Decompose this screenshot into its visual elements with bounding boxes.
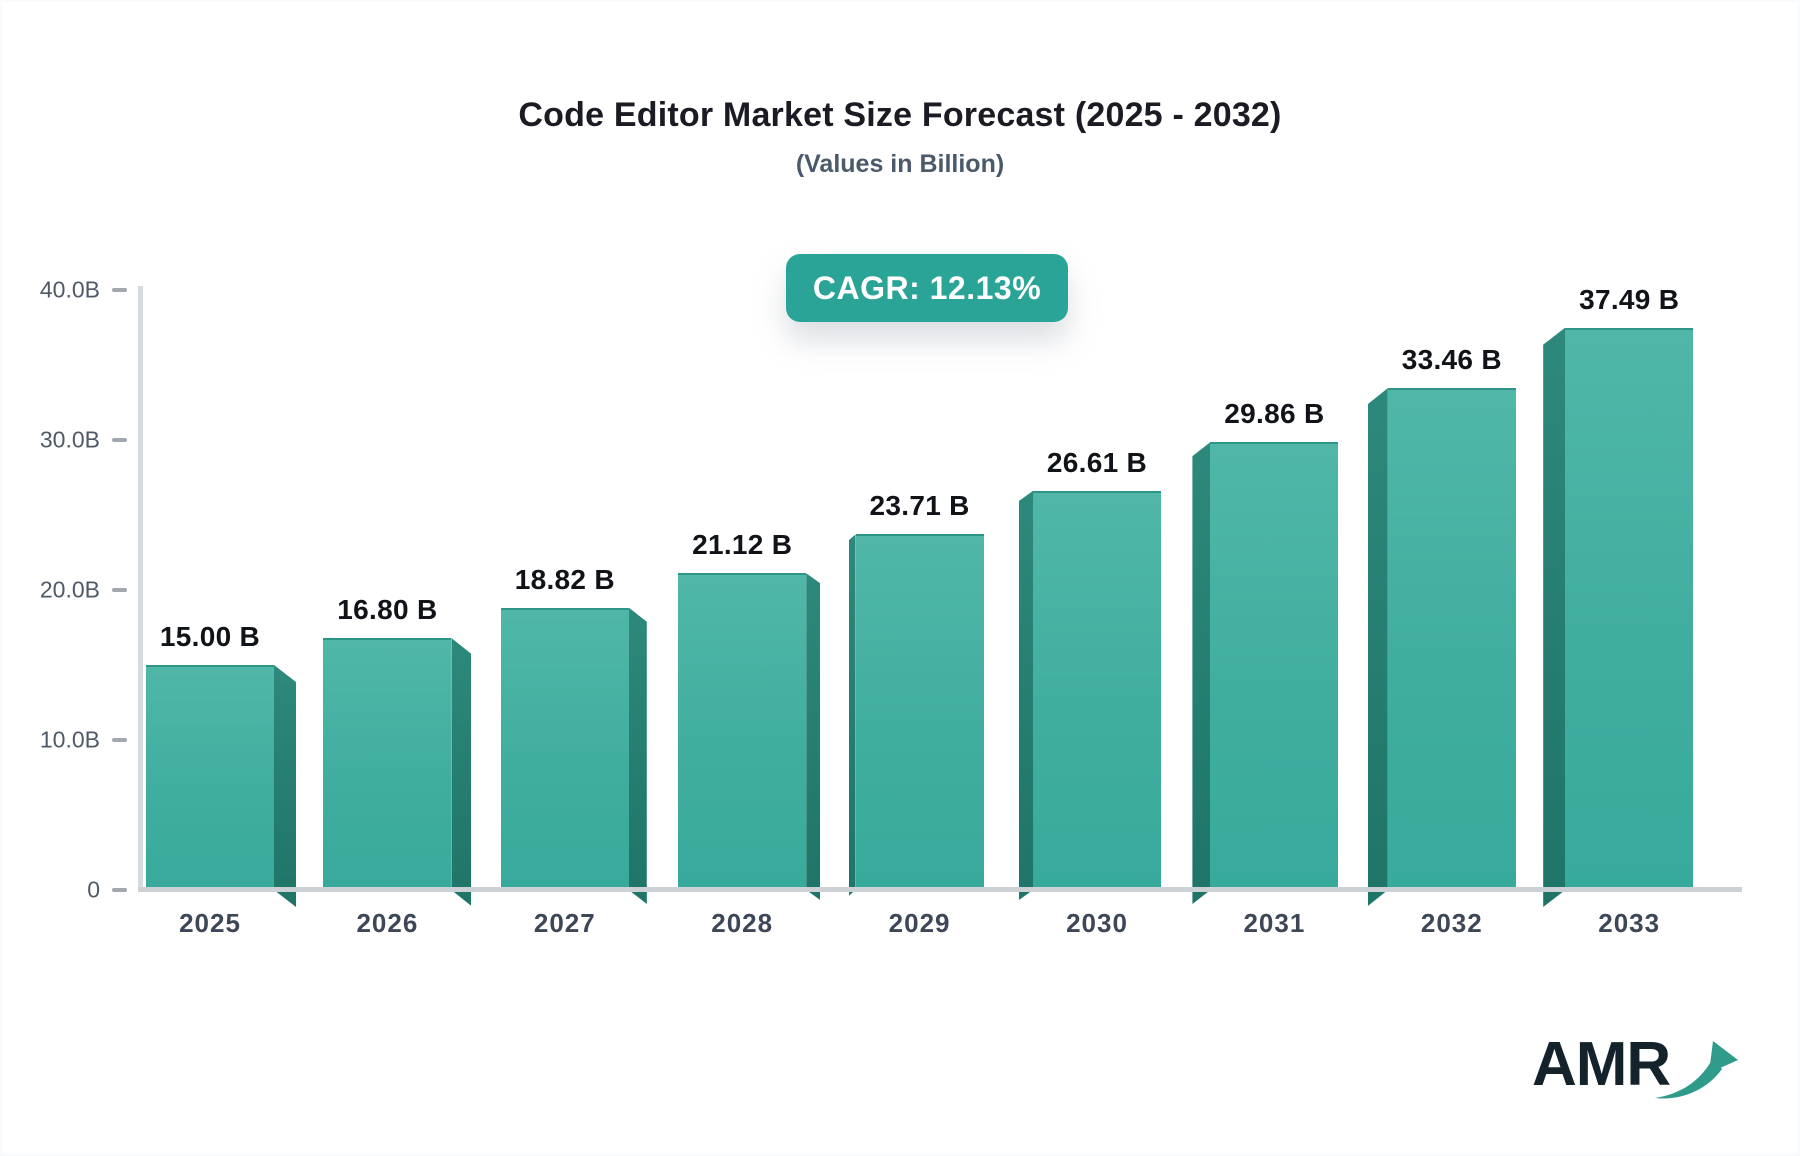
y-tick-dash [112, 288, 127, 292]
x-tick-label: 2026 [356, 908, 419, 938]
bar-side-2027 [629, 608, 647, 904]
bar-value-label: 16.80 B [337, 594, 438, 625]
bar-front-2031 [1210, 442, 1339, 890]
bar-front-2026 [323, 638, 452, 890]
y-tick-dash [112, 588, 127, 592]
bar-side-2033 [1543, 328, 1565, 907]
x-tick-label: 2030 [1066, 908, 1128, 938]
bar-value-label: 18.82 B [514, 563, 615, 595]
bar-side-2025 [274, 665, 296, 907]
y-tick-dash [112, 738, 127, 742]
bar-side-2032 [1368, 388, 1388, 906]
amr-logo: AMR [1532, 1030, 1739, 1104]
bar-value-label: 15.00 B [159, 621, 261, 652]
bar-front-2028 [678, 573, 807, 890]
x-tick-label: 2032 [1420, 908, 1483, 938]
bar-side-2028 [806, 573, 820, 900]
bar-front-2033 [1565, 327, 1694, 890]
amr-logo-text: AMR [1532, 1030, 1671, 1099]
bar-front-2025 [146, 665, 274, 890]
bar-side-2026 [451, 638, 471, 906]
bar-value-label: 37.49 B [1579, 283, 1680, 315]
chart-subtitle: (Values in Billion) [795, 150, 1005, 178]
bar-value-label: 23.71 B [869, 490, 970, 522]
cagr-badge: CAGR: 12.13% [786, 254, 1068, 322]
x-tick-label: 2027 [533, 908, 596, 938]
x-tick-label: 2025 [179, 908, 241, 938]
x-tick-label: 2029 [888, 908, 951, 938]
y-tick-label: 10.0B [39, 726, 100, 753]
bar-value-label: 33.46 B [1401, 344, 1502, 376]
y-tick-label: 20.0B [39, 576, 100, 603]
bar-value-label: 21.12 B [692, 529, 793, 561]
y-tick-dash [112, 438, 127, 442]
bar-value-label: 29.86 B [1224, 398, 1325, 430]
x-tick-label: 2033 [1598, 908, 1661, 938]
y-tick-label: 30.0B [39, 426, 100, 453]
y-tick-label: 0 [87, 876, 100, 903]
bar-front-2029 [855, 534, 984, 890]
y-tick-dash [112, 888, 127, 892]
bar-value-label: 26.61 B [1046, 446, 1148, 478]
y-axis-line [138, 286, 143, 891]
x-tick-label: 2028 [711, 908, 774, 938]
chart-title: Code Editor Market Size Forecast (2025 -… [518, 96, 1282, 134]
x-tick-label: 2031 [1243, 908, 1306, 938]
y-tick-label: 40.0B [39, 276, 100, 303]
bar-front-2032 [1387, 388, 1516, 890]
bar-side-2029 [849, 534, 856, 896]
bar-side-2030 [1019, 491, 1033, 900]
bar-side-2031 [1192, 442, 1210, 904]
bar-front-2027 [500, 607, 629, 890]
bar-front-2030 [1033, 490, 1161, 890]
trend-up-arrow-icon [1655, 1041, 1739, 1099]
x-axis-line [138, 887, 1742, 892]
